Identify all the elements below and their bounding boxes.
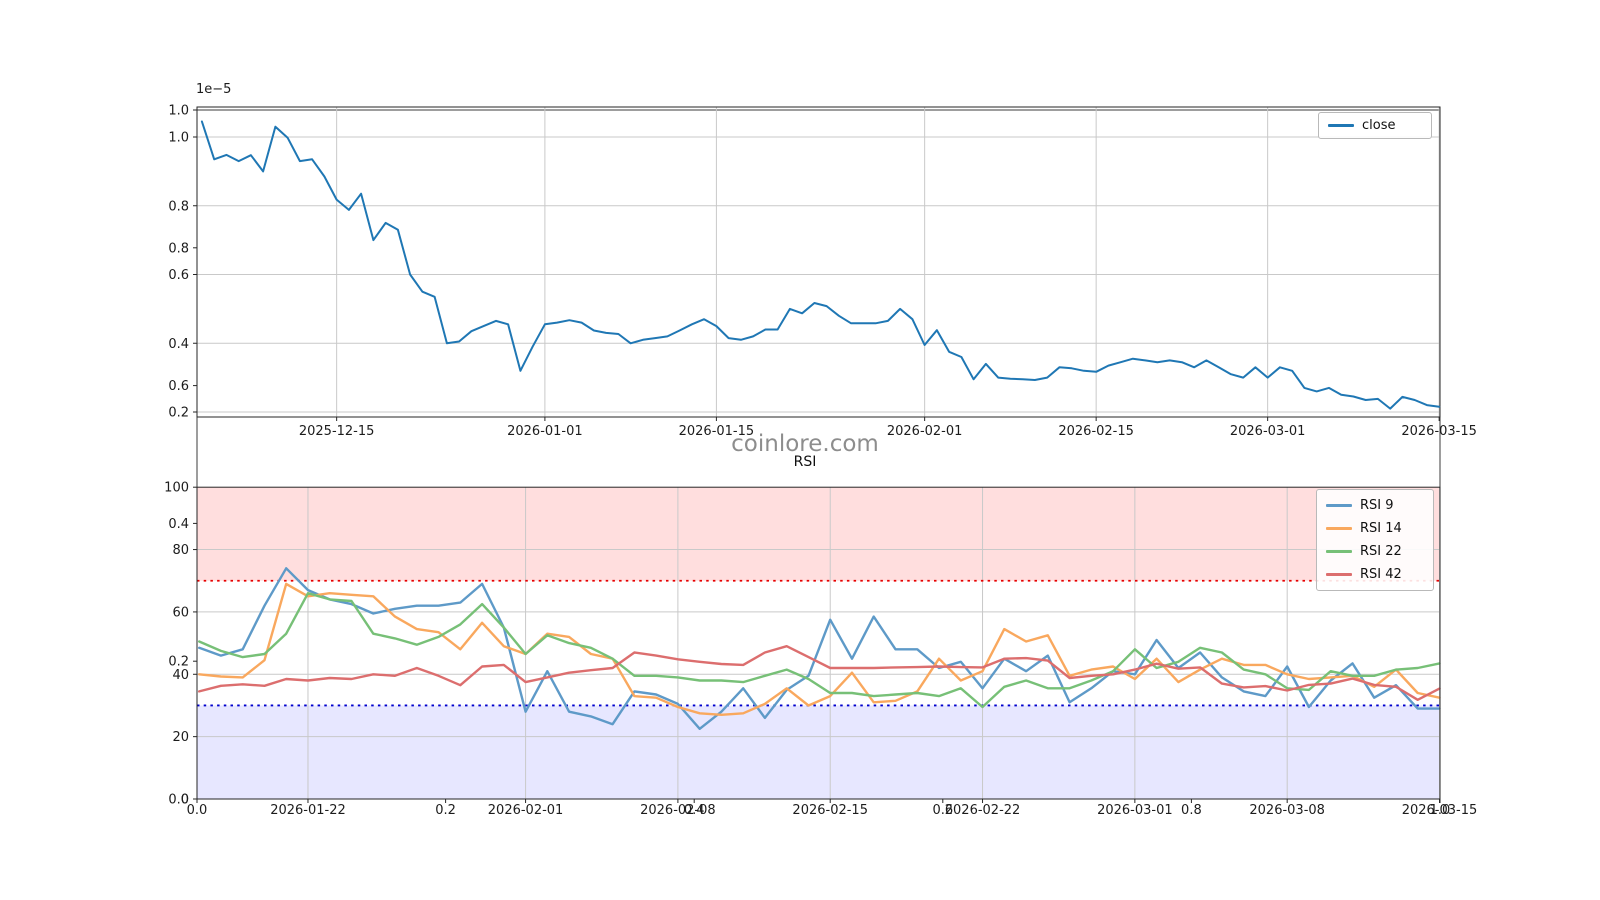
rsi-chart: 100 80 60 40 20 0 2026-01-22 2026-02-01 2026-02-… <box>164 481 1477 818</box>
rsi-y-tick-label: 20 <box>172 730 189 745</box>
overlay-x-tick-label: 1.0 <box>1430 803 1451 818</box>
rsi-y-tick-label: 40 <box>172 668 189 683</box>
rsi-y-tick-label: 100 <box>164 481 189 496</box>
price-y-tick-label: 0.6 <box>168 268 189 283</box>
overlay-x-tick-label: 0.6 <box>932 803 953 818</box>
rsi-x-tick-label: 2026-02-08 <box>640 803 716 818</box>
legend-label-rsi22: RSI 22 <box>1360 544 1402 559</box>
rsi42-line-swatch <box>1326 573 1352 576</box>
price-y-tick-label: 0.8 <box>168 199 189 214</box>
price-axes-frame <box>196 106 1441 418</box>
legend-label-rsi42: RSI 42 <box>1360 567 1402 582</box>
price-x-tick-label: 2026-01-15 <box>679 424 755 439</box>
price-x-tick-label: 2026-03-01 <box>1230 424 1306 439</box>
price-y-tick-label: 0.4 <box>168 337 189 352</box>
rsi-line-rsi-22 <box>197 592 1441 709</box>
rsi-legend: RSI 9 RSI 14 RSI 22 RSI 42 <box>1316 489 1434 591</box>
oversold-band <box>197 705 1440 799</box>
rsi-x-tick-label: 2026-02-15 <box>792 803 868 818</box>
overlay-x-tick-label: 0.4 <box>684 803 705 818</box>
rsi-y-tick-label: 80 <box>172 543 189 558</box>
price-x-tick-label: 2026-02-01 <box>887 424 963 439</box>
price-x-tick-label: 2025-12-15 <box>299 424 375 439</box>
overlay-y-tick-label: 0.8 <box>168 241 189 256</box>
price-x-tick-label: 2026-02-15 <box>1058 424 1134 439</box>
rsi-y-tick-label: 0 <box>181 793 189 808</box>
price-y-tick-label: 1.0 <box>168 131 189 146</box>
overlay-x-tick-label: 0.2 <box>435 803 456 818</box>
overlay-y-tick-label: 0.4 <box>168 517 189 532</box>
overlay-x-tick-label: 0.0 <box>187 803 208 818</box>
watermark: coinlore.com <box>731 431 879 457</box>
rsi-x-tick-label: 2026-01-22 <box>270 803 346 818</box>
rsi-x-tick-label: 2026-03-01 <box>1097 803 1173 818</box>
overlay-y-tick-label: 0.6 <box>168 379 189 394</box>
rsi-chart-title: RSI <box>793 454 817 470</box>
rsi9-line-swatch <box>1326 504 1352 507</box>
rsi14-line-swatch <box>1326 527 1352 530</box>
overbought-band <box>197 487 1440 581</box>
close-line-swatch <box>1328 124 1354 127</box>
rsi-x-tick-label: 2026-02-22 <box>945 803 1021 818</box>
price-legend: close <box>1318 112 1432 139</box>
rsi-axes-frame <box>196 486 1441 800</box>
y-axis-offset-label: 1e−5 <box>196 82 232 97</box>
legend-row: RSI 42 <box>1326 563 1433 586</box>
legend-label-close: close <box>1362 118 1396 133</box>
legend-row: RSI 22 <box>1326 540 1433 563</box>
rsi-line-rsi-42 <box>197 645 1441 701</box>
close-line <box>200 120 1441 410</box>
rsi22-line-swatch <box>1326 550 1352 553</box>
price-x-tick-label: 2026-01-01 <box>507 424 583 439</box>
price-y-tick-label: 0.2 <box>168 406 189 421</box>
overlay-x-tick-label: 0.8 <box>1181 803 1202 818</box>
rsi-x-tick-label: 2026-03-08 <box>1249 803 1325 818</box>
price-chart: 1.0 0.8 0.6 0.4 0.2 2025-12-15 2026-01-01 2026-… <box>168 106 1477 439</box>
rsi-x-tick-label: 2026-02-01 <box>488 803 564 818</box>
overlay-y-tick-label: 1.0 <box>168 104 189 119</box>
legend-row: RSI 14 <box>1326 517 1433 540</box>
rsi-x-tick-label: 2026-03-15 <box>1402 803 1478 818</box>
legend-row: RSI 9 <box>1326 494 1433 517</box>
overlay-y-tick-label: 0.0 <box>168 793 189 808</box>
rsi-y-tick-label: 60 <box>172 605 189 620</box>
legend-label-rsi9: RSI 9 <box>1360 498 1394 513</box>
legend-label-rsi14: RSI 14 <box>1360 521 1402 536</box>
overlay-y-tick-label: 0.2 <box>168 655 189 670</box>
price-x-tick-label: 2026-03-15 <box>1401 424 1477 439</box>
